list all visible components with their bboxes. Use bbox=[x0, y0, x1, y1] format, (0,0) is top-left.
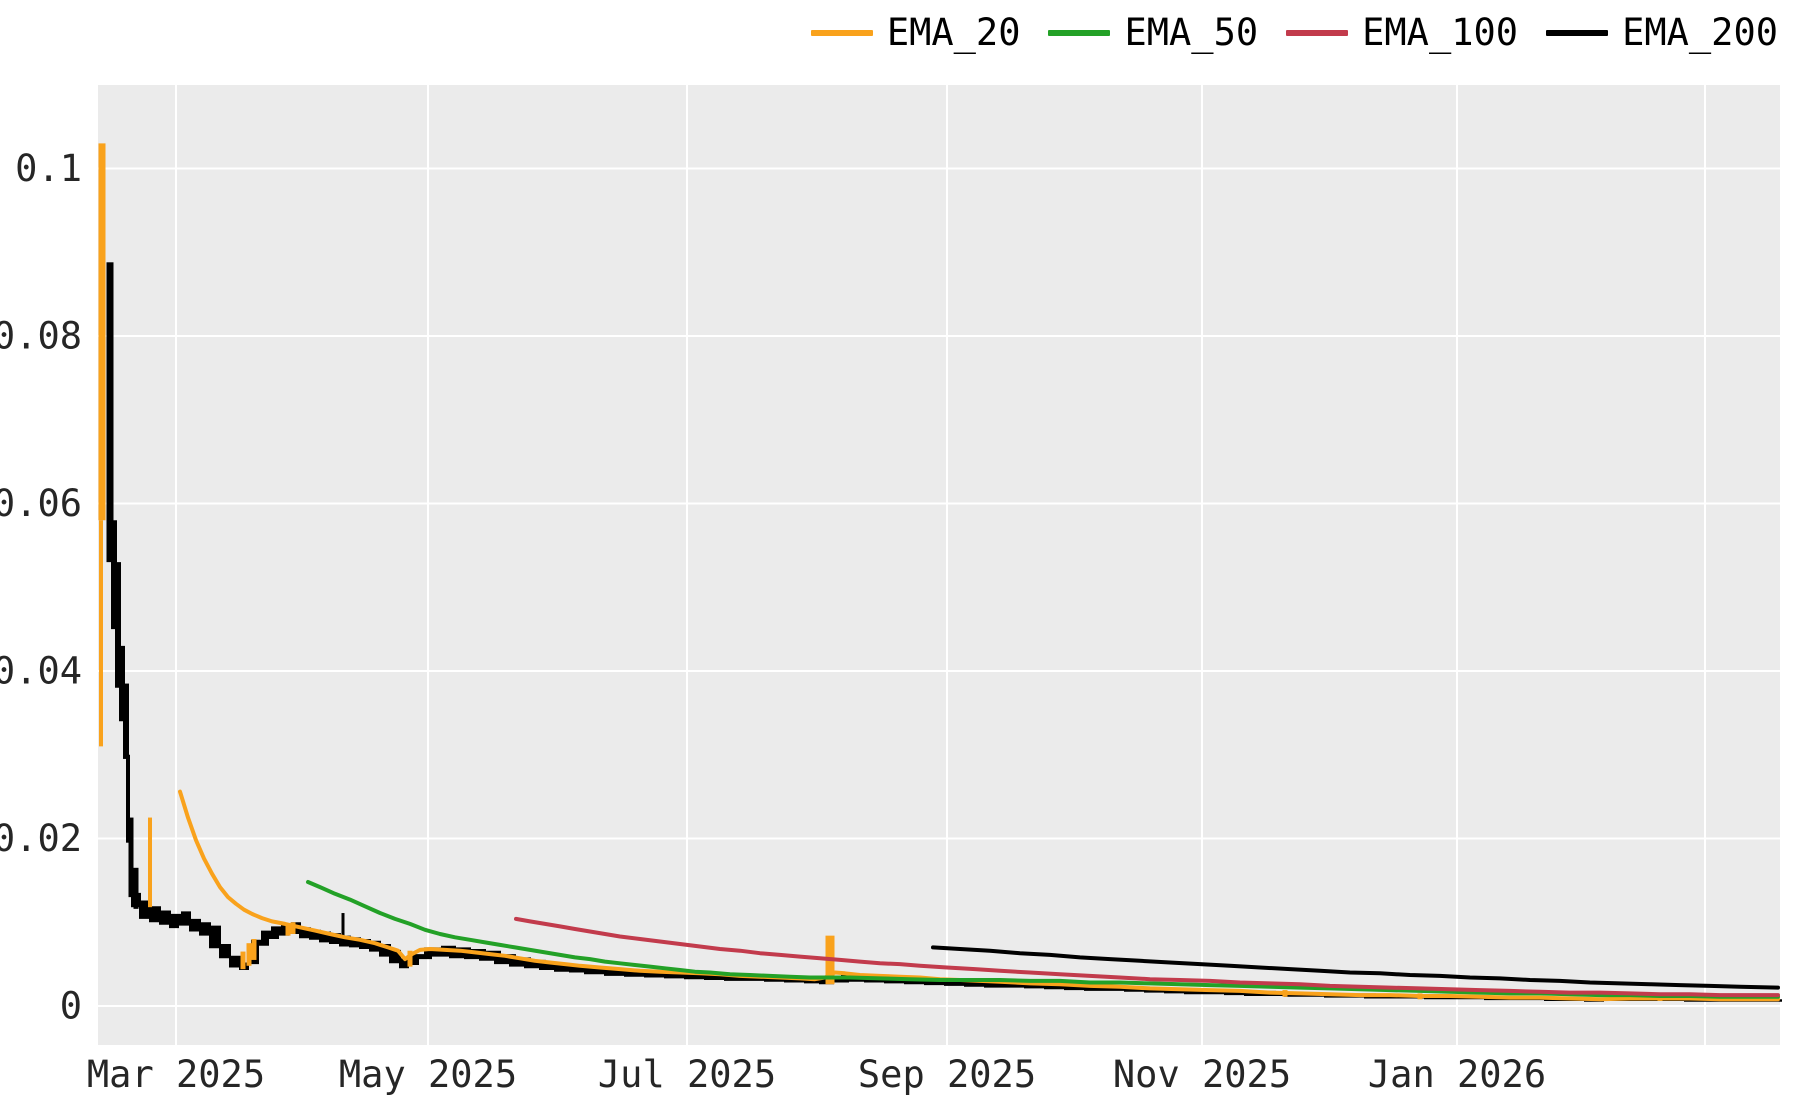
price-candle-black bbox=[341, 913, 345, 941]
price-candle-black bbox=[128, 817, 134, 898]
price-candle-black bbox=[133, 867, 139, 909]
x-tick-label: Nov 2025 bbox=[1113, 1053, 1291, 1096]
legend-item-ema_100: EMA_100 bbox=[1286, 14, 1518, 51]
legend-swatch-icon bbox=[1286, 29, 1349, 36]
x-tick-label: Jul 2025 bbox=[598, 1053, 776, 1096]
y-tick-label: 0.06 bbox=[0, 482, 82, 525]
legend-item-ema_200: EMA_200 bbox=[1546, 14, 1778, 51]
price-candle-black bbox=[126, 754, 130, 843]
y-tick-label: 0 bbox=[60, 985, 82, 1028]
price-candle-orange bbox=[246, 943, 252, 966]
x-tick-label: May 2025 bbox=[339, 1053, 517, 1096]
legend-swatch-icon bbox=[810, 29, 873, 36]
price-candle-black bbox=[115, 562, 121, 688]
y-tick-label: 0.04 bbox=[0, 650, 82, 693]
ema-line-ema_50 bbox=[306, 880, 1780, 999]
legend-label: EMA_100 bbox=[1362, 11, 1519, 54]
y-tick-label: 0.08 bbox=[0, 315, 82, 358]
price-candle-black bbox=[111, 520, 117, 630]
x-tick-label: Mar 2025 bbox=[87, 1053, 265, 1096]
y-tick-label: 0.02 bbox=[0, 817, 82, 860]
plot-background bbox=[98, 85, 1780, 1045]
ema-line-ema_100 bbox=[514, 916, 1780, 998]
ema-line-ema_200 bbox=[931, 945, 1780, 990]
price-candle-orange bbox=[240, 951, 246, 970]
legend-swatch-icon bbox=[1048, 29, 1111, 36]
price-candle-orange bbox=[251, 939, 257, 960]
price-candle-orange bbox=[290, 922, 296, 934]
price-candle-black bbox=[123, 683, 129, 759]
price-candle-orange bbox=[99, 520, 103, 747]
x-tick-label: Jan 2026 bbox=[1368, 1053, 1546, 1096]
legend-label: EMA_50 bbox=[1124, 11, 1259, 54]
price-candle-black bbox=[106, 262, 114, 563]
legend-item-ema_50: EMA_50 bbox=[1048, 14, 1258, 51]
legend-label: EMA_200 bbox=[1622, 11, 1778, 54]
price-candle-orange bbox=[148, 817, 152, 908]
legend-item-ema_20: EMA_20 bbox=[810, 11, 1021, 54]
legend-label: EMA_20 bbox=[886, 11, 1021, 54]
x-tick-label: Sep 2025 bbox=[858, 1053, 1036, 1096]
legend-swatch-icon bbox=[1546, 29, 1609, 36]
price-candle-orange bbox=[98, 143, 106, 521]
y-tick-label: 0.1 bbox=[15, 147, 82, 190]
price-candle-orange bbox=[285, 923, 291, 936]
price-candle-orange bbox=[407, 950, 413, 967]
chart-legend: EMA_20 EMA_50 EMA_100 EMA_200 bbox=[810, 11, 1778, 54]
price-candle-black bbox=[119, 645, 125, 722]
